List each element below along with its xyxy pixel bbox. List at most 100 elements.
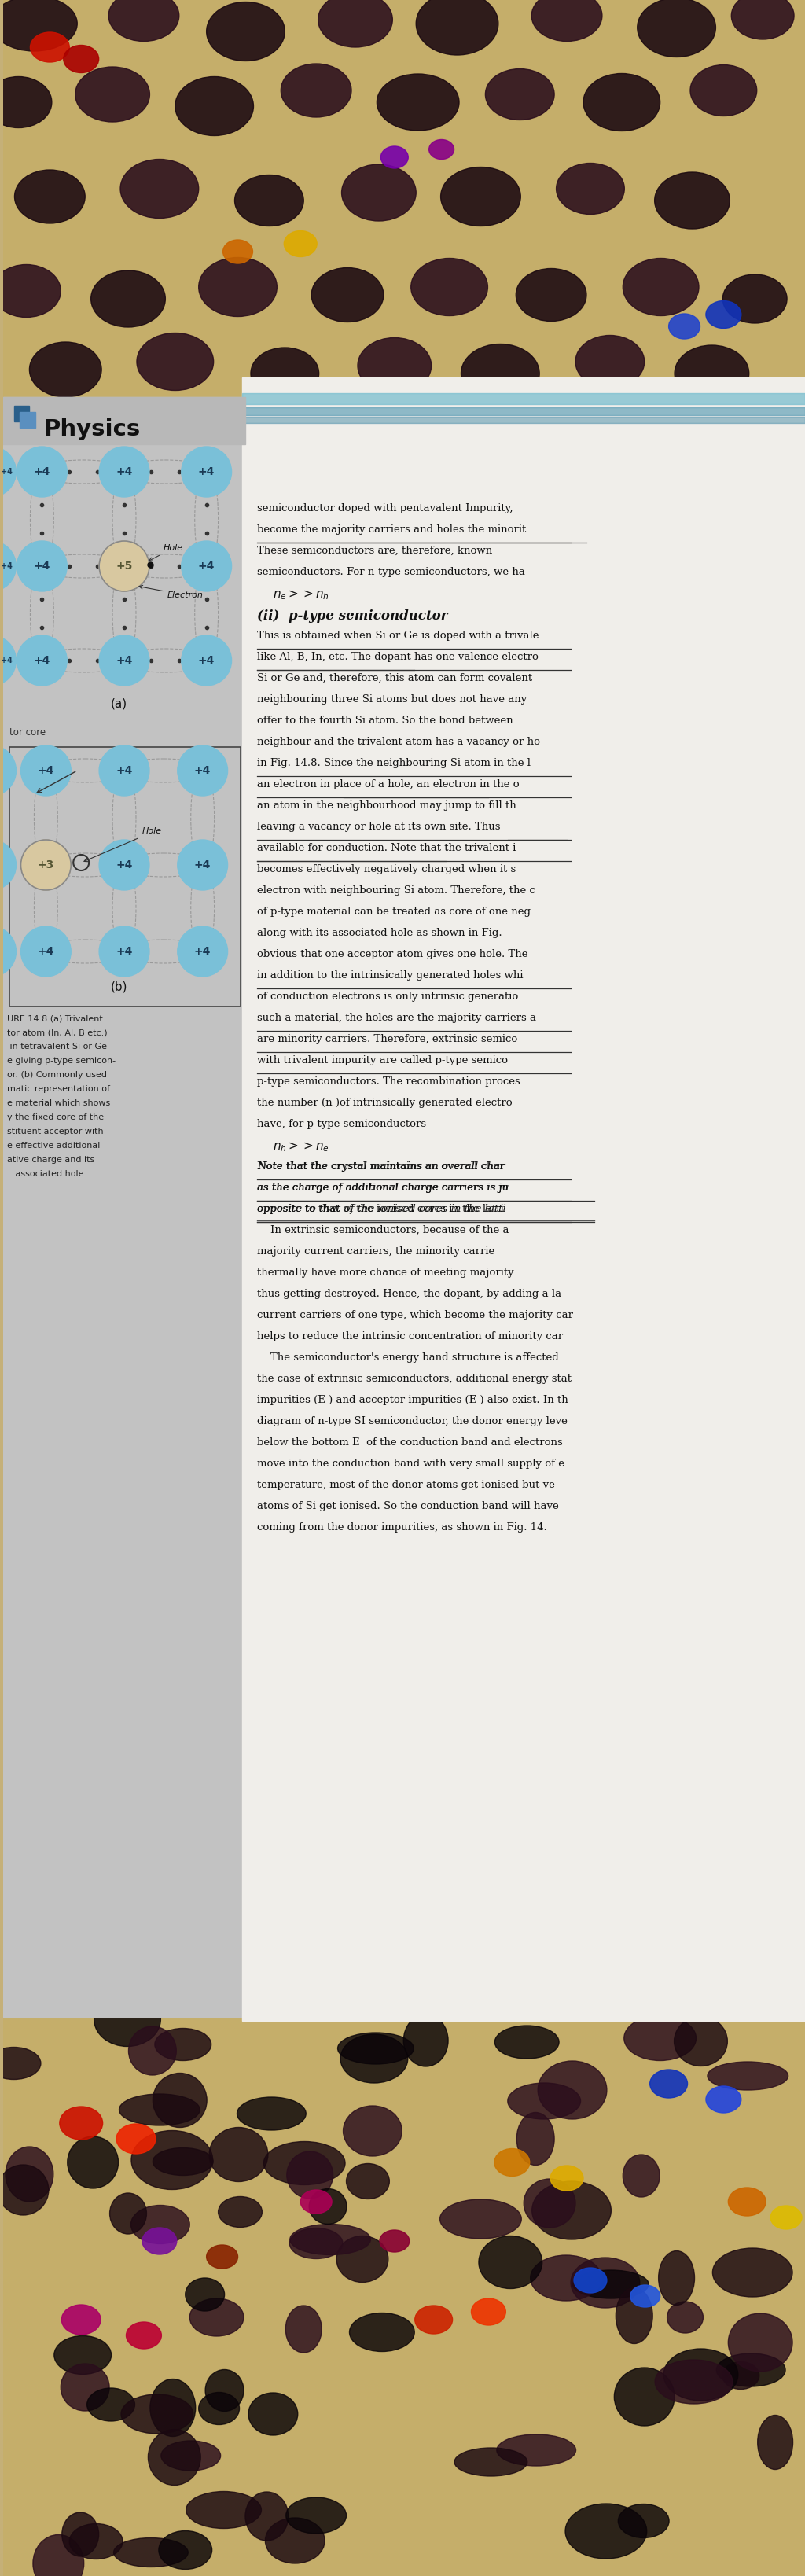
Circle shape <box>177 927 228 976</box>
Text: +4: +4 <box>38 945 54 956</box>
Text: obvious that one acceptor atom gives one hole. The: obvious that one acceptor atom gives one… <box>258 948 528 958</box>
Ellipse shape <box>758 2416 793 2470</box>
Circle shape <box>17 446 67 497</box>
Ellipse shape <box>576 335 645 389</box>
Text: helps to reduce the intrinsic concentration of minority car: helps to reduce the intrinsic concentrat… <box>258 1332 564 1342</box>
Ellipse shape <box>246 2491 288 2540</box>
Ellipse shape <box>235 175 303 227</box>
Text: or. (b) Commonly used: or. (b) Commonly used <box>6 1072 106 1079</box>
Circle shape <box>21 744 71 796</box>
Text: Note that the crystal maintains an overall char: Note that the crystal maintains an overa… <box>258 1162 505 1172</box>
Ellipse shape <box>411 258 488 317</box>
Ellipse shape <box>415 2306 452 2334</box>
Ellipse shape <box>186 2491 262 2530</box>
Text: neighbour and the trivalent atom has a vacancy or ho: neighbour and the trivalent atom has a v… <box>258 737 540 747</box>
Ellipse shape <box>250 348 319 399</box>
Text: the number (n )of intrinsically generated electro: the number (n )of intrinsically generate… <box>258 1097 513 1108</box>
Ellipse shape <box>343 2105 402 2156</box>
Text: ative charge and its: ative charge and its <box>6 1157 94 1164</box>
Text: In extrinsic semiconductors, because of the a: In extrinsic semiconductors, because of … <box>258 1226 510 1236</box>
Ellipse shape <box>706 2087 741 2112</box>
Bar <box>242 394 805 404</box>
Ellipse shape <box>440 2200 522 2239</box>
Ellipse shape <box>153 2074 207 2128</box>
Text: becomes effectively negatively charged when it s: becomes effectively negatively charged w… <box>258 863 516 873</box>
Ellipse shape <box>218 2197 262 2228</box>
Ellipse shape <box>155 2027 211 2061</box>
Text: e effective additional: e effective additional <box>6 1141 100 1149</box>
Text: of p-type material can be treated as core of one neg: of p-type material can be treated as cor… <box>258 907 531 917</box>
Ellipse shape <box>30 343 101 397</box>
Ellipse shape <box>161 2439 221 2470</box>
Ellipse shape <box>722 2362 759 2391</box>
Text: Electron: Electron <box>139 585 204 600</box>
Text: like Al, B, In, etc. The dopant has one valence electro: like Al, B, In, etc. The dopant has one … <box>258 652 539 662</box>
Text: have, for p-type semiconductors: have, for p-type semiconductors <box>258 1118 427 1128</box>
Bar <box>2 2012 805 2576</box>
Ellipse shape <box>309 2190 347 2223</box>
Ellipse shape <box>532 2182 611 2239</box>
Text: (b): (b) <box>110 981 127 994</box>
Ellipse shape <box>290 2228 343 2259</box>
Ellipse shape <box>159 2530 212 2568</box>
Ellipse shape <box>572 2269 649 2298</box>
Ellipse shape <box>61 2306 101 2334</box>
Text: +4: +4 <box>116 945 133 956</box>
Ellipse shape <box>530 2254 601 2300</box>
Ellipse shape <box>623 2154 659 2197</box>
Ellipse shape <box>109 2192 147 2233</box>
Bar <box>2 397 250 2017</box>
Text: tor atom (In, Al, B etc.): tor atom (In, Al, B etc.) <box>6 1028 107 1036</box>
Text: become the majority carriers and holes the minorit: become the majority carriers and holes t… <box>258 526 526 536</box>
Text: impurities (E ) and acceptor impurities (E ) also exist. In th: impurities (E ) and acceptor impurities … <box>258 1396 568 1404</box>
Text: Note that the crystal maintains an overall char: Note that the crystal maintains an overa… <box>258 1162 506 1172</box>
Ellipse shape <box>300 2190 332 2213</box>
Ellipse shape <box>571 2257 640 2308</box>
Ellipse shape <box>131 2130 213 2190</box>
Circle shape <box>181 541 232 592</box>
Text: +4: +4 <box>1 657 13 665</box>
Text: an electron in place of a hole, an electron in the o: an electron in place of a hole, an elect… <box>258 781 520 788</box>
Ellipse shape <box>494 2148 530 2177</box>
Text: offer to the fourth Si atom. So the bond between: offer to the fourth Si atom. So the bond… <box>258 716 514 726</box>
Ellipse shape <box>732 0 794 39</box>
Text: move into the conduction band with very small supply of e: move into the conduction band with very … <box>258 1458 565 1468</box>
Ellipse shape <box>624 2017 696 2061</box>
Ellipse shape <box>0 0 77 52</box>
Ellipse shape <box>129 2027 176 2076</box>
Ellipse shape <box>461 345 539 402</box>
Ellipse shape <box>318 0 393 46</box>
Ellipse shape <box>485 70 555 121</box>
Ellipse shape <box>524 2179 576 2228</box>
Ellipse shape <box>199 2393 239 2424</box>
Text: available for conduction. Note that the trivalent i: available for conduction. Note that the … <box>258 842 516 853</box>
Ellipse shape <box>75 67 150 121</box>
Ellipse shape <box>94 1991 161 2045</box>
Ellipse shape <box>690 64 757 116</box>
Ellipse shape <box>517 2112 555 2166</box>
Ellipse shape <box>0 2048 41 2079</box>
Ellipse shape <box>516 268 586 322</box>
Text: such a material, the holes are the majority carriers a: such a material, the holes are the major… <box>258 1012 536 1023</box>
Text: the case of extrinsic semiconductors, additional energy stat: the case of extrinsic semiconductors, ad… <box>258 1373 572 1383</box>
Text: Hole: Hole <box>149 544 184 562</box>
Ellipse shape <box>286 2496 346 2535</box>
Text: $n_h >> n_e$: $n_h >> n_e$ <box>273 1141 330 1154</box>
Ellipse shape <box>264 2141 345 2184</box>
Text: +4: +4 <box>194 945 211 956</box>
Text: diagram of n-type SI semiconductor, the donor energy leve: diagram of n-type SI semiconductor, the … <box>258 1417 568 1427</box>
Ellipse shape <box>336 2236 388 2282</box>
Text: of conduction electrons is only intrinsic generatio: of conduction electrons is only intrinsi… <box>258 992 518 1002</box>
Text: along with its associated hole as shown in Fig.: along with its associated hole as shown … <box>258 927 502 938</box>
Text: e material which shows: e material which shows <box>6 1100 110 1108</box>
Bar <box>2 0 805 410</box>
Text: electron with neighbouring Si atom. Therefore, the c: electron with neighbouring Si atom. Ther… <box>258 886 535 896</box>
Text: as the charge of additional charge carriers is ju: as the charge of additional charge carri… <box>258 1182 509 1193</box>
Ellipse shape <box>346 2164 390 2200</box>
Ellipse shape <box>249 2393 298 2434</box>
Text: +4: +4 <box>194 860 211 871</box>
Text: atoms of Si get ionised. So the conduction band will have: atoms of Si get ionised. So the conducti… <box>258 1502 559 1512</box>
Text: +4: +4 <box>1 562 13 569</box>
Ellipse shape <box>64 46 99 72</box>
Ellipse shape <box>650 2069 687 2097</box>
